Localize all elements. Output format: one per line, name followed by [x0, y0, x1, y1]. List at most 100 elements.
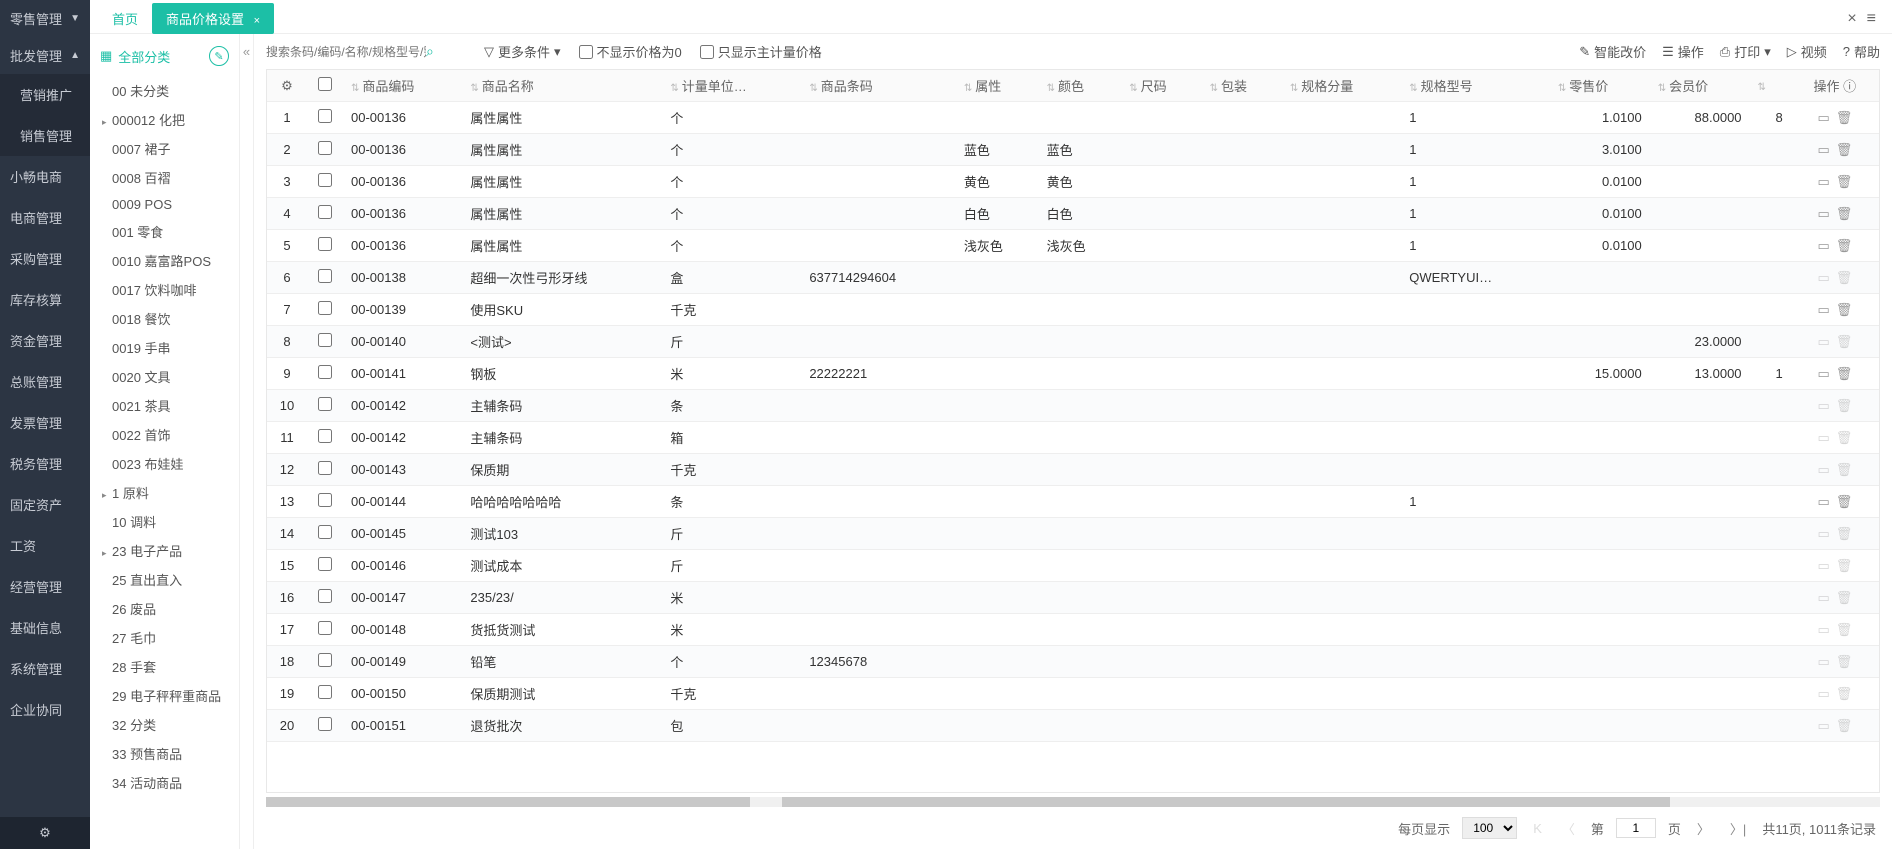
row-checkbox[interactable] — [318, 237, 332, 251]
row-checkbox[interactable] — [318, 333, 332, 347]
column-header[interactable]: ⇅零售价 — [1550, 70, 1650, 102]
row-actions[interactable]: ▭🗑 — [1799, 174, 1871, 190]
column-header[interactable]: 操作 ⓘ — [1791, 70, 1879, 102]
row-actions[interactable]: ▭🗑 — [1799, 366, 1871, 382]
row-actions[interactable]: ▭🗑 — [1799, 302, 1871, 318]
tree-item[interactable]: 10 调料 — [94, 507, 235, 536]
column-header[interactable]: ⇅计量单位… — [662, 70, 801, 102]
row-checkbox[interactable] — [318, 397, 332, 411]
close-icon[interactable]: × — [254, 15, 260, 27]
search-icon[interactable]: ⌕ — [426, 43, 434, 60]
edit-icon[interactable]: ▭ — [1817, 366, 1829, 382]
edit-icon[interactable]: ▭ — [1817, 206, 1829, 222]
sidebar-item[interactable]: 工资 — [0, 525, 90, 566]
table-row[interactable]: 700-00139使用SKU千克▭🗑 — [267, 294, 1879, 326]
sidebar-item[interactable]: 采购管理 — [0, 238, 90, 279]
row-checkbox[interactable] — [318, 685, 332, 699]
column-header[interactable]: ⇅规格型号 — [1401, 70, 1550, 102]
column-header[interactable]: ⇅商品编码 — [343, 70, 462, 102]
row-checkbox[interactable] — [318, 653, 332, 667]
table-row[interactable]: 100-00136属性属性个11.010088.00008▭🗑 — [267, 102, 1879, 134]
column-header[interactable]: ⇅颜色 — [1039, 70, 1122, 102]
column-header[interactable]: ⇅尺码 — [1121, 70, 1201, 102]
tree-item[interactable]: 27 毛巾 — [94, 623, 235, 652]
tree-item[interactable]: 0021 茶具 — [94, 391, 235, 420]
row-checkbox[interactable] — [318, 429, 332, 443]
sidebar-subitem[interactable]: 营销推广 — [0, 74, 90, 115]
tree-title[interactable]: 全部分类 — [118, 47, 170, 66]
table-row[interactable]: 1900-00150保质期测试千克▭🗑 — [267, 678, 1879, 710]
tree-item[interactable]: 001 零食 — [94, 217, 235, 246]
table-row[interactable]: 1300-00144哈哈哈哈哈哈哈条1▭🗑 — [267, 486, 1879, 518]
h-scrollbar[interactable] — [266, 797, 1880, 807]
page-input[interactable] — [1616, 818, 1656, 838]
table-row[interactable]: 1600-00147235/23/米▭🗑 — [267, 582, 1879, 614]
sidebar-item[interactable]: 基础信息 — [0, 607, 90, 648]
help-button[interactable]: ?帮助 — [1843, 42, 1880, 61]
row-checkbox[interactable] — [318, 589, 332, 603]
delete-icon[interactable]: 🗑 — [1836, 174, 1853, 190]
column-header[interactable] — [307, 70, 343, 102]
tree-item[interactable]: ▸000012 化把 — [94, 105, 235, 134]
select-all-checkbox[interactable] — [318, 77, 332, 91]
search-input[interactable] — [266, 45, 426, 59]
column-header[interactable]: ⇅ — [1750, 70, 1791, 102]
tree-item[interactable]: 0019 手串 — [94, 333, 235, 362]
delete-icon[interactable]: 🗑 — [1836, 302, 1853, 318]
table-row[interactable]: 1100-00142主辅条码箱▭🗑 — [267, 422, 1879, 454]
tab-close-all[interactable]: × — [1847, 10, 1856, 28]
column-header[interactable]: ⇅会员价 — [1650, 70, 1750, 102]
table-row[interactable]: 200-00136属性属性个蓝色蓝色13.0100▭🗑 — [267, 134, 1879, 166]
last-page-button[interactable]: 〉| — [1726, 819, 1750, 838]
edit-icon[interactable]: ✎ — [209, 46, 229, 66]
row-actions[interactable]: ▭🗑 — [1799, 142, 1871, 158]
row-checkbox[interactable] — [318, 109, 332, 123]
table-row[interactable]: 600-00138超细一次性弓形牙线盒637714294604QWERTYUI…… — [267, 262, 1879, 294]
sidebar-item[interactable]: 库存核算 — [0, 279, 90, 320]
smart-reprice-button[interactable]: ✎智能改价 — [1579, 42, 1646, 61]
tree-item[interactable]: ▸23 电子产品 — [94, 536, 235, 565]
sidebar-item[interactable]: 经营管理 — [0, 566, 90, 607]
tree-item[interactable]: 0007 裙子 — [94, 134, 235, 163]
delete-icon[interactable]: 🗑 — [1836, 238, 1853, 254]
table-row[interactable]: 500-00136属性属性个浅灰色浅灰色10.0100▭🗑 — [267, 230, 1879, 262]
sidebar-item[interactable]: 固定资产 — [0, 484, 90, 525]
sidebar-item[interactable]: 资金管理 — [0, 320, 90, 361]
edit-icon[interactable]: ▭ — [1817, 110, 1829, 126]
tab-home[interactable]: 首页 — [98, 3, 152, 34]
row-actions[interactable]: ▭🗑 — [1799, 238, 1871, 254]
sidebar-item[interactable]: 企业协同 — [0, 689, 90, 730]
sidebar-item[interactable]: 税务管理 — [0, 443, 90, 484]
per-page-select[interactable]: 100 — [1462, 817, 1517, 839]
row-checkbox[interactable] — [318, 461, 332, 475]
table-row[interactable]: 1500-00146测试成本斤▭🗑 — [267, 550, 1879, 582]
sidebar-item[interactable]: 小畅电商 — [0, 156, 90, 197]
row-checkbox[interactable] — [318, 717, 332, 731]
settings-footer[interactable]: ⚙ — [0, 817, 90, 849]
edit-icon[interactable]: ▭ — [1817, 494, 1829, 510]
column-header[interactable]: ⇅规格分量 — [1282, 70, 1401, 102]
tree-item[interactable]: 0009 POS — [94, 192, 235, 217]
delete-icon[interactable]: 🗑 — [1836, 142, 1853, 158]
table-row[interactable]: 300-00136属性属性个黄色黄色10.0100▭🗑 — [267, 166, 1879, 198]
delete-icon[interactable]: 🗑 — [1836, 110, 1853, 126]
only-main-check[interactable]: 只显示主计量价格 — [700, 42, 822, 61]
tree-item[interactable]: 34 活动商品 — [94, 768, 235, 797]
sidebar-group[interactable]: 批发管理▲ — [0, 37, 90, 74]
column-header[interactable]: ⇅商品条码 — [801, 70, 956, 102]
delete-icon[interactable]: 🗑 — [1836, 206, 1853, 222]
collapse-handle[interactable]: « — [240, 34, 254, 849]
row-checkbox[interactable] — [318, 557, 332, 571]
tree-item[interactable]: 0018 餐饮 — [94, 304, 235, 333]
sidebar-item[interactable]: 电商管理 — [0, 197, 90, 238]
row-checkbox[interactable] — [318, 269, 332, 283]
edit-icon[interactable]: ▭ — [1817, 142, 1829, 158]
table-row[interactable]: 800-00140<测试>斤23.0000▭🗑 — [267, 326, 1879, 358]
row-actions[interactable]: ▭🗑 — [1799, 494, 1871, 510]
row-checkbox[interactable] — [318, 493, 332, 507]
video-button[interactable]: ▷视频 — [1787, 42, 1827, 61]
table-row[interactable]: 1800-00149铅笔个12345678▭🗑 — [267, 646, 1879, 678]
column-header[interactable]: ⚙ — [267, 70, 307, 102]
table-row[interactable]: 900-00141钢板米2222222115.000013.00001▭🗑 — [267, 358, 1879, 390]
more-filters[interactable]: ▽ 更多条件 ▾ — [484, 42, 561, 61]
